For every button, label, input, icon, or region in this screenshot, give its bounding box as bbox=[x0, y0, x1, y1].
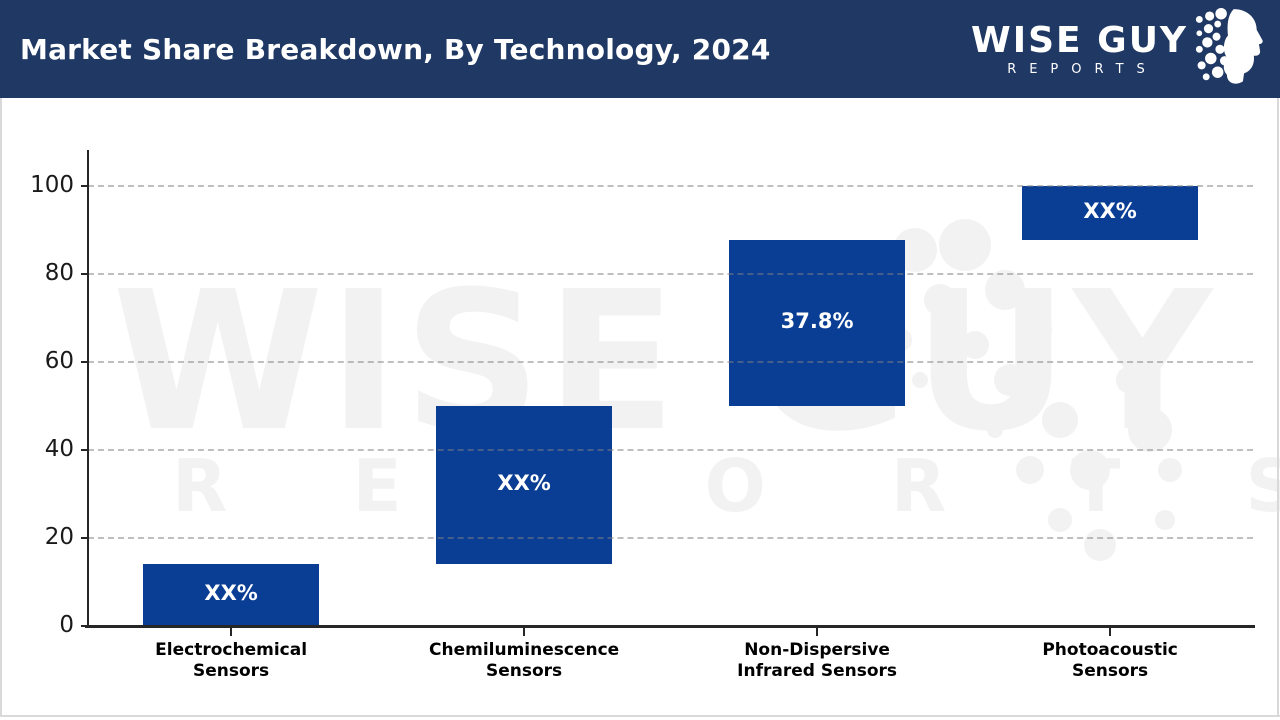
logo-name: WISE GUY bbox=[970, 19, 1188, 61]
logo-text: WISE GUY REPORTS bbox=[970, 19, 1188, 77]
y-axis-tick bbox=[81, 185, 88, 187]
category-label-line: Electrochemical bbox=[155, 640, 308, 660]
category-label: Photoacoustic Sensors bbox=[970, 640, 1250, 682]
logo-subtitle: REPORTS bbox=[1007, 61, 1158, 77]
category-label-line: Sensors bbox=[1072, 661, 1149, 681]
bar-value-label: XX% bbox=[1083, 198, 1137, 223]
category-label-line: Sensors bbox=[486, 661, 563, 681]
y-axis-spine bbox=[87, 150, 89, 627]
y-tick-label: 100 bbox=[30, 172, 74, 198]
category-label-line: Photoacoustic bbox=[1042, 640, 1178, 660]
y-tick-label: 40 bbox=[44, 436, 74, 462]
y-axis-tick bbox=[81, 537, 88, 539]
y-axis-tick bbox=[81, 449, 88, 451]
bar-segment bbox=[143, 564, 320, 626]
y-axis-tick bbox=[81, 625, 88, 627]
category-label: Chemiluminescence Sensors bbox=[384, 640, 664, 682]
watermark-face-dots bbox=[860, 200, 1220, 604]
y-tick-label: 80 bbox=[44, 260, 74, 286]
x-axis-tick bbox=[523, 628, 526, 636]
left-border-line bbox=[0, 98, 2, 715]
bar-value-label: XX% bbox=[497, 471, 551, 496]
y-axis-tick bbox=[81, 273, 88, 275]
y-gridline bbox=[88, 185, 1253, 187]
y-gridline bbox=[88, 273, 1253, 275]
bar-value-label: 37.8% bbox=[780, 308, 854, 333]
page-title: Market Share Breakdown, By Technology, 2… bbox=[20, 32, 771, 66]
y-tick-label: 20 bbox=[44, 524, 74, 550]
x-axis-tick bbox=[816, 628, 819, 636]
y-axis-tick bbox=[81, 361, 88, 363]
bar-value-label: XX% bbox=[204, 581, 258, 606]
bar-segment bbox=[1022, 186, 1199, 240]
y-tick-label: 60 bbox=[44, 348, 74, 374]
y-gridline bbox=[88, 537, 1253, 539]
category-label-line: Infrared Sensors bbox=[737, 661, 898, 681]
x-axis-spine bbox=[85, 625, 1255, 628]
category-label-line: Sensors bbox=[193, 661, 270, 681]
right-border-line bbox=[1277, 98, 1279, 715]
face-profile-icon bbox=[1192, 8, 1264, 90]
y-tick-label: 0 bbox=[59, 612, 74, 638]
bottom-border-line bbox=[0, 715, 1280, 717]
bar-segment bbox=[729, 239, 906, 406]
category-label-line: Non-Dispersive bbox=[744, 640, 890, 660]
category-label-line: Chemiluminescence bbox=[429, 640, 620, 660]
y-gridline bbox=[88, 449, 1253, 451]
x-axis-tick bbox=[1109, 628, 1112, 636]
x-axis-tick bbox=[230, 628, 233, 636]
wise-guy-reports-logo: WISE GUY REPORTS bbox=[971, 8, 1280, 90]
category-label: Electrochemical Sensors bbox=[91, 640, 371, 682]
category-label: Non-Dispersive Infrared Sensors bbox=[677, 640, 957, 682]
y-gridline bbox=[88, 361, 1253, 363]
header-bar: Market Share Breakdown, By Technology, 2… bbox=[0, 0, 1280, 98]
